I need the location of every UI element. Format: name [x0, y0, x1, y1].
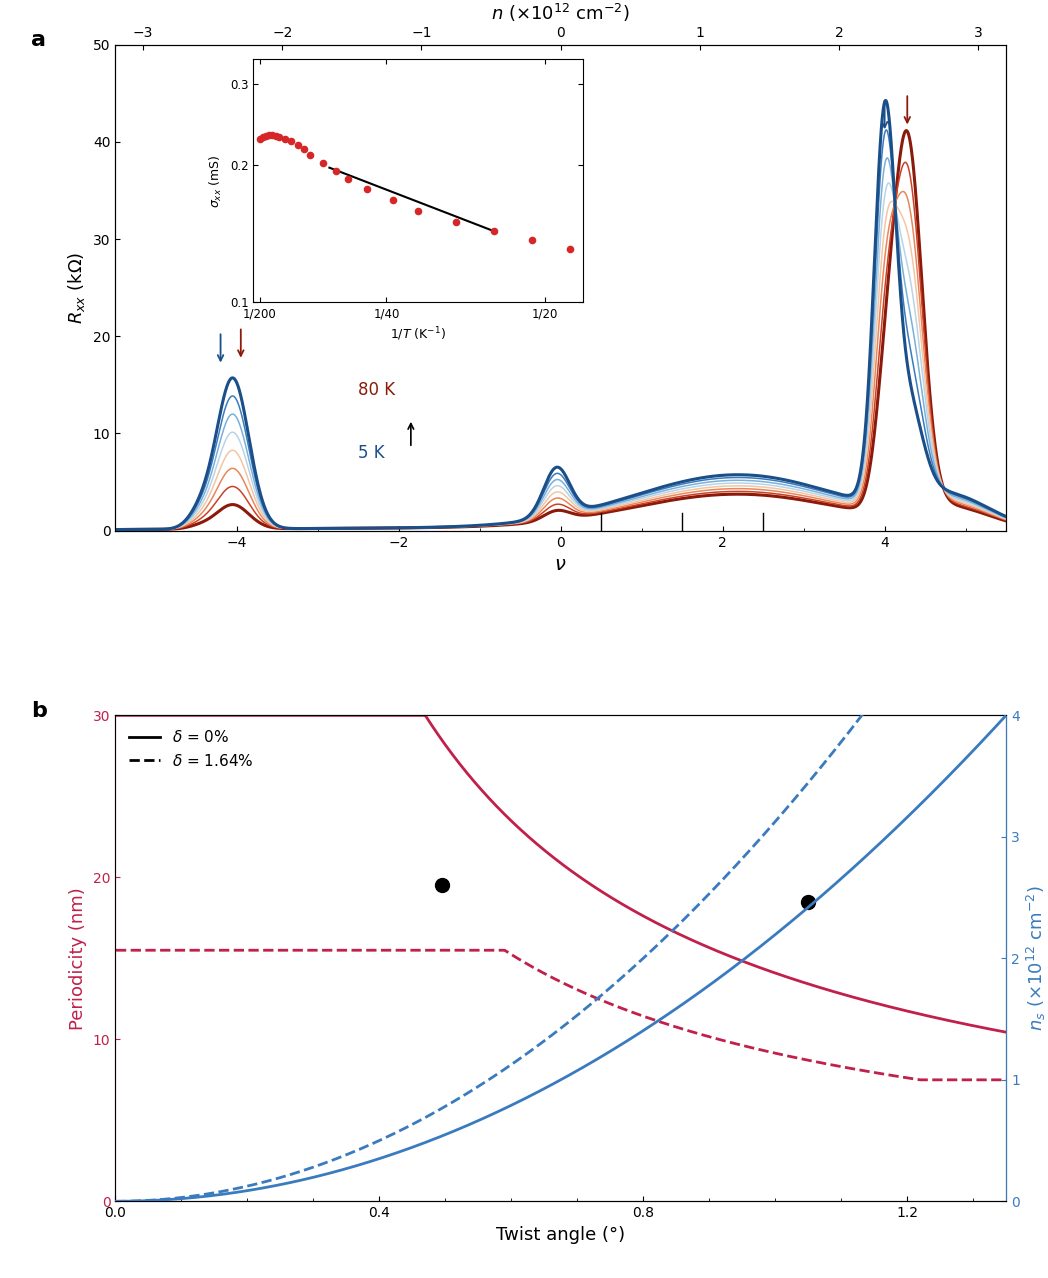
Point — [434, 875, 451, 896]
Text: 80 K: 80 K — [358, 381, 395, 399]
Text: 5 K: 5 K — [358, 443, 385, 461]
X-axis label: $n$ ($\times$10$^{12}$ cm$^{-2}$): $n$ ($\times$10$^{12}$ cm$^{-2}$) — [492, 3, 630, 24]
Y-axis label: $R_{xx}$ (k$\Omega$): $R_{xx}$ (k$\Omega$) — [66, 252, 87, 323]
Point — [800, 892, 816, 912]
Legend: $\delta$ = 0%, $\delta$ = 1.64%: $\delta$ = 0%, $\delta$ = 1.64% — [123, 723, 260, 774]
Y-axis label: $n_s$ ($\times$10$^{12}$ cm$^{-2}$): $n_s$ ($\times$10$^{12}$ cm$^{-2}$) — [1025, 886, 1048, 1031]
Text: b: b — [30, 700, 46, 721]
X-axis label: Twist angle (°): Twist angle (°) — [496, 1226, 626, 1243]
X-axis label: $\nu$: $\nu$ — [554, 555, 567, 574]
Text: a: a — [30, 31, 46, 50]
Y-axis label: Periodicity (nm): Periodicity (nm) — [69, 887, 87, 1030]
